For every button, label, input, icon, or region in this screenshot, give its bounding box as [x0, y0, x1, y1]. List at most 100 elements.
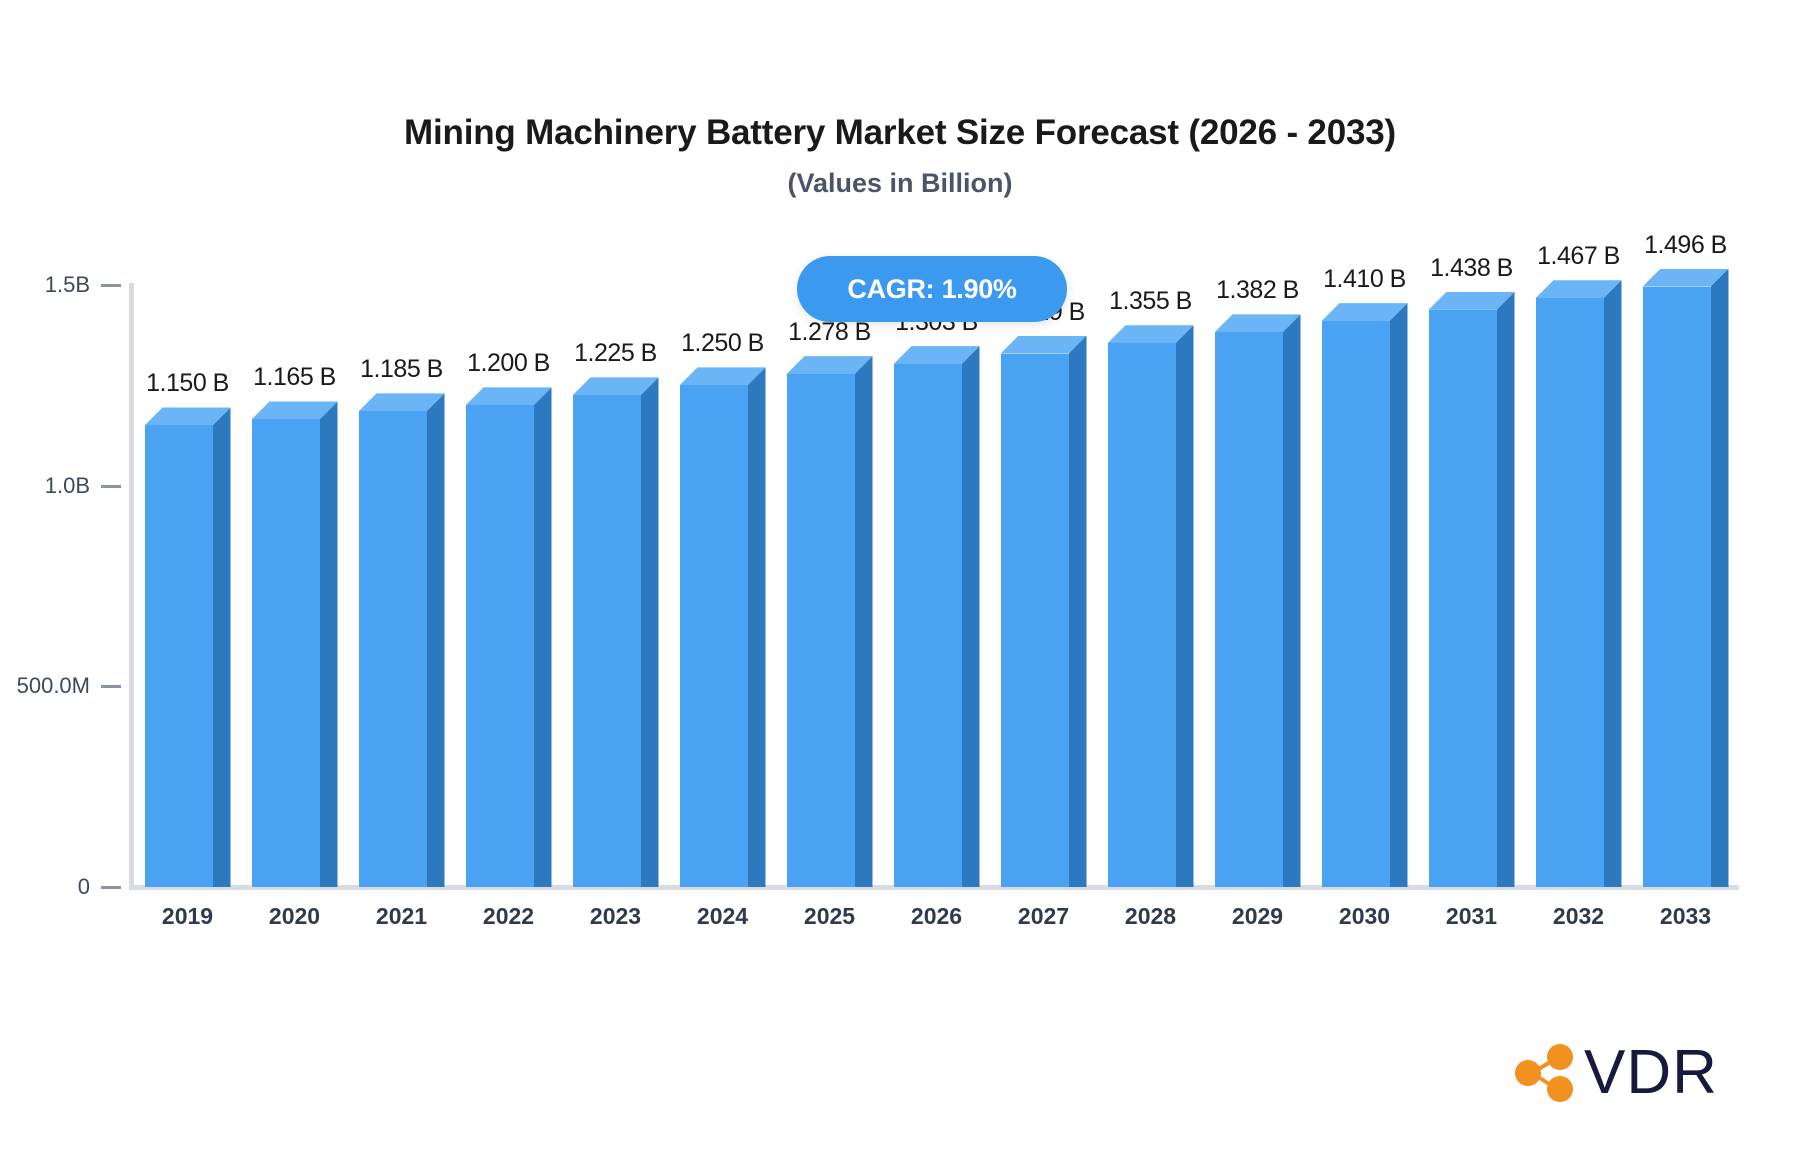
bar[interactable]: [786, 356, 873, 887]
x-axis-label: 2025: [803, 903, 856, 929]
bar-top-face: [1214, 314, 1301, 333]
x-axis-label: 2033: [1659, 903, 1712, 929]
bar-front-face: [572, 395, 641, 887]
bar-front-face: [1107, 343, 1176, 887]
bar-side-face: [1710, 268, 1729, 887]
bar-top-face: [251, 401, 338, 420]
bar-front-face: [1000, 353, 1069, 887]
x-axis-line: [129, 885, 1739, 890]
bar-front-face: [1428, 309, 1497, 887]
bar-front-face: [1535, 298, 1604, 887]
bar-top-face: [572, 377, 659, 396]
page-title: Mining Machinery Battery Market Size For…: [404, 113, 1396, 152]
bar[interactable]: [1428, 291, 1515, 887]
bar-front-face: [1321, 321, 1390, 887]
bar-top-face: [1535, 280, 1622, 299]
chart-subtitle: (Values in Billion): [787, 168, 1013, 198]
bar-side-face: [1496, 291, 1515, 887]
x-axis-label: 2026: [910, 903, 963, 929]
cagr-badge: CAGR: 1.90%: [797, 256, 1067, 322]
bar-front-face: [1642, 286, 1711, 887]
vdr-logo: VDR: [1512, 1042, 1718, 1104]
x-axis-label: 2019: [161, 903, 214, 929]
bar-front-face: [144, 425, 213, 887]
y-axis-tick-label: 1.5B: [44, 272, 90, 297]
bar-top-face: [786, 356, 873, 375]
bar-top-face: [358, 393, 445, 412]
x-axis-label: 2028: [1124, 903, 1177, 929]
bar-top-face: [893, 346, 980, 365]
x-axis-label: 2022: [482, 903, 535, 929]
bar-value-label: 1.438 B: [1430, 253, 1513, 282]
y-axis-tick-mark: [101, 685, 121, 689]
bar-side-face: [212, 407, 231, 887]
bar-side-face: [1175, 325, 1194, 887]
bar-top-face: [144, 407, 231, 426]
bar-front-face: [465, 405, 534, 887]
y-axis-tick-label: 1.0B: [44, 472, 90, 498]
bar-side-face: [426, 393, 445, 887]
bar-side-face: [1603, 280, 1622, 887]
bar[interactable]: [1107, 325, 1194, 887]
bar-top-face: [465, 387, 552, 406]
vdr-logo-text: VDR: [1584, 1038, 1718, 1107]
bar-top-face: [1642, 268, 1729, 287]
bar[interactable]: [465, 387, 552, 887]
bar-value-label: 1.225 B: [574, 339, 657, 368]
bar-top-face: [679, 367, 766, 386]
bar-side-face: [747, 367, 766, 887]
bar-value-label: 1.185 B: [360, 355, 443, 384]
x-axis-label: 2031: [1445, 903, 1498, 929]
x-axis-label: 2030: [1338, 903, 1391, 929]
y-axis-tick-label: 0: [77, 874, 90, 899]
bar-side-face: [319, 401, 338, 887]
bar-value-label: 1.382 B: [1216, 276, 1299, 305]
x-axis-label: 2029: [1231, 903, 1284, 929]
bar-value-label: 1.278 B: [788, 318, 871, 347]
y-axis-tick-mark: [101, 284, 121, 287]
bar[interactable]: [1321, 303, 1408, 887]
bar[interactable]: [1642, 268, 1729, 887]
bar-side-face: [854, 356, 873, 887]
bar[interactable]: [572, 377, 659, 887]
bar-side-face: [640, 377, 659, 887]
x-axis-label: 2021: [375, 903, 428, 929]
x-axis-label: 2027: [1017, 903, 1070, 929]
cagr-badge-label: CAGR: 1.90%: [847, 273, 1017, 304]
x-axis-label: 2024: [696, 903, 749, 929]
bar-value-label: 1.410 B: [1323, 265, 1406, 294]
bar[interactable]: [144, 407, 231, 887]
bar[interactable]: [251, 401, 338, 887]
x-axis-label: 2023: [589, 903, 642, 929]
bar-value-label: 1.250 B: [681, 329, 764, 358]
bar-value-label: 1.165 B: [253, 363, 336, 392]
bar-value-label: 1.200 B: [467, 349, 550, 378]
bar[interactable]: [358, 393, 445, 887]
y-axis-tick-label: 500.0M: [16, 673, 90, 699]
y-axis-tick-mark: [101, 484, 121, 488]
bar-top-face: [1321, 303, 1408, 322]
bar-value-label: 1.150 B: [146, 369, 229, 398]
bar-value-label: 1.355 B: [1109, 287, 1192, 316]
bar[interactable]: [1214, 314, 1301, 887]
bar-top-face: [1107, 325, 1194, 344]
bar[interactable]: [893, 346, 980, 887]
bar[interactable]: [679, 367, 766, 887]
share-nodes-icon: [1515, 1044, 1573, 1102]
bar-front-face: [786, 374, 855, 887]
bar-side-face: [1068, 335, 1087, 887]
bar-side-face: [961, 346, 980, 887]
y-axis-line: [129, 283, 134, 890]
bar[interactable]: [1535, 280, 1622, 887]
bar-front-face: [251, 419, 320, 887]
bar-value-label: 1.467 B: [1537, 242, 1620, 271]
x-axis-label: 2032: [1552, 903, 1605, 929]
bar[interactable]: [1000, 335, 1087, 887]
bar-top-face: [1000, 335, 1087, 354]
bar-value-label: 1.496 B: [1644, 230, 1727, 259]
bar-front-face: [1214, 332, 1283, 887]
bar-side-face: [1282, 314, 1301, 887]
bar-front-face: [358, 411, 427, 887]
